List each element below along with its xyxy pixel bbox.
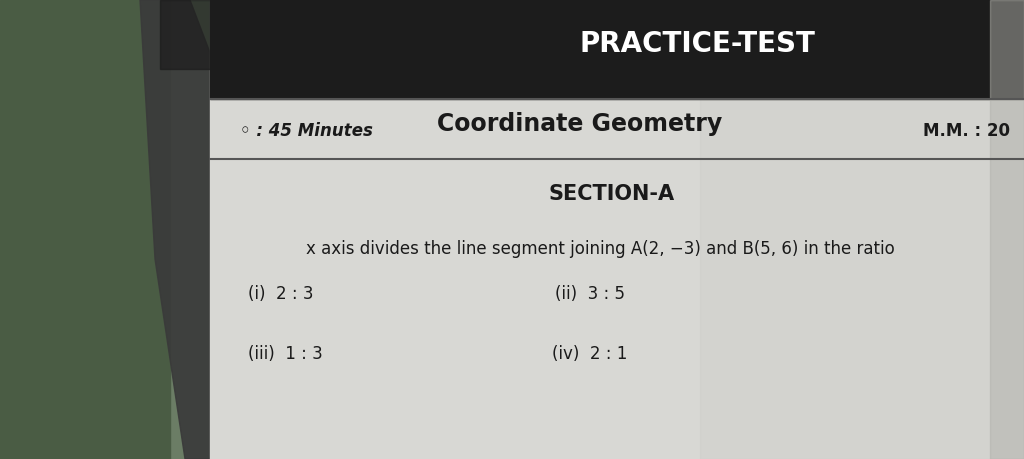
Text: (ii)  3 : 5: (ii) 3 : 5	[555, 285, 625, 303]
Bar	[210, 0, 1024, 99]
Bar	[0, 0, 170, 459]
Text: (iii)  1 : 3: (iii) 1 : 3	[248, 345, 323, 363]
Polygon shape	[140, 0, 230, 459]
Text: Coordinate Geometry: Coordinate Geometry	[437, 112, 723, 136]
Text: PRACTICE-TEST: PRACTICE-TEST	[580, 30, 816, 58]
Bar	[700, 0, 1024, 459]
Text: ◦ : 45 Minutes: ◦ : 45 Minutes	[240, 122, 373, 140]
Bar	[160, 0, 230, 69]
Polygon shape	[210, 0, 1024, 459]
Text: (i)  2 : 3: (i) 2 : 3	[248, 285, 313, 303]
Text: SECTION-A: SECTION-A	[549, 184, 675, 204]
Bar	[990, 0, 1024, 459]
Text: (iv)  2 : 1: (iv) 2 : 1	[552, 345, 628, 363]
Text: x axis divides the line segment joining A(2, −3) and B(5, 6) in the ratio: x axis divides the line segment joining …	[305, 240, 894, 258]
Text: M.M. : 20: M.M. : 20	[923, 122, 1010, 140]
